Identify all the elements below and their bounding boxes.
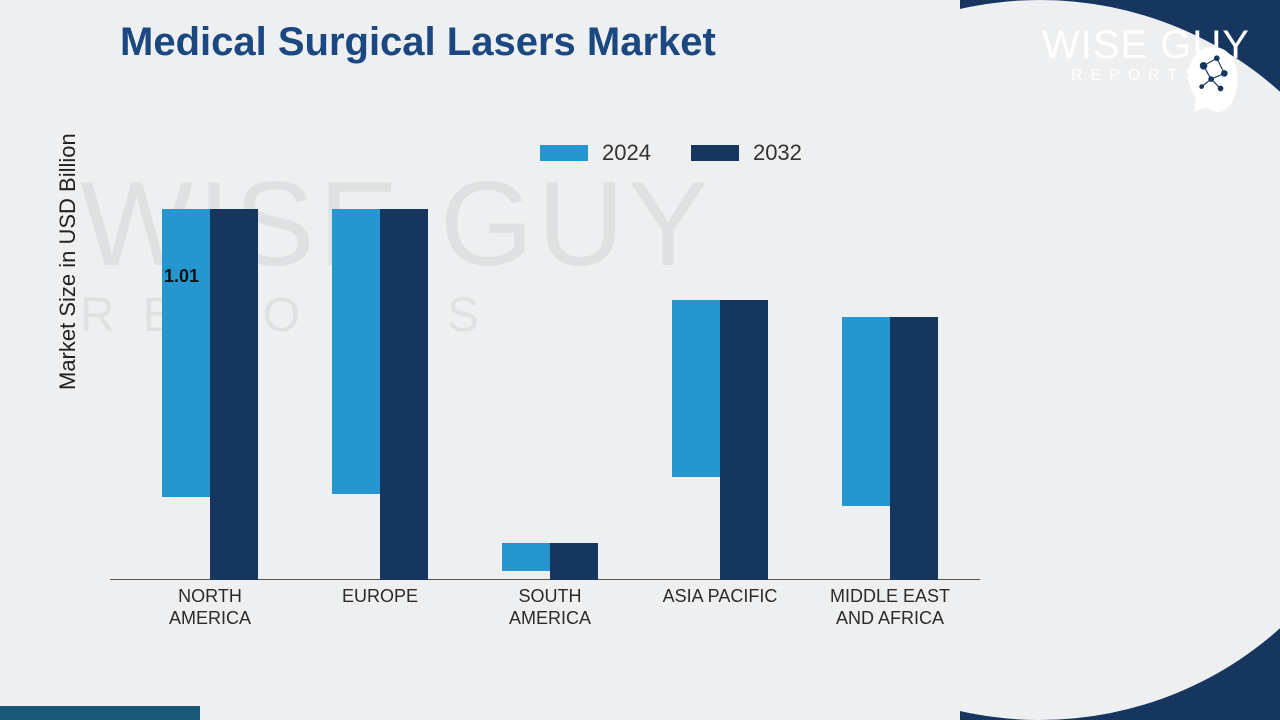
bar-2024 (502, 543, 550, 572)
bar-2032 (380, 209, 428, 580)
bar-group (660, 300, 780, 580)
brand-logo: WISE GUY REPORTS (990, 25, 1250, 85)
legend-swatch-2024 (540, 145, 588, 161)
chart-plot-area: 1.01 (110, 180, 980, 580)
footer-accent-bar (0, 706, 200, 720)
bar-group (490, 543, 610, 580)
category-label: NORTH AMERICA (140, 586, 280, 629)
category-label: MIDDLE EAST AND AFRICA (820, 586, 960, 629)
category-label: SOUTH AMERICA (480, 586, 620, 629)
legend-swatch-2032 (691, 145, 739, 161)
legend-item-2024: 2024 (540, 140, 651, 166)
bar-2032 (890, 317, 938, 580)
legend-item-2032: 2032 (691, 140, 802, 166)
bar-2024 (672, 300, 720, 477)
category-label: EUROPE (310, 586, 450, 608)
y-axis-label: Market Size in USD Billion (55, 133, 81, 390)
legend-label-2032: 2032 (753, 140, 802, 166)
bar-2024 (842, 317, 890, 506)
category-label: ASIA PACIFIC (650, 586, 790, 608)
bar-2024 (332, 209, 380, 495)
bar-value-label: 1.01 (164, 266, 199, 287)
x-axis-labels: NORTH AMERICA EUROPE SOUTH AMERICA ASIA PAC… (110, 586, 980, 706)
bar-group (830, 317, 950, 580)
bar-group (320, 209, 440, 580)
legend-label-2024: 2024 (602, 140, 651, 166)
bar-group (150, 209, 270, 580)
chart-title: Medical Surgical Lasers Market (120, 20, 716, 65)
legend: 2024 2032 (540, 140, 802, 166)
brand-logo-line2: REPORTS (990, 67, 1204, 85)
bar-2032 (550, 543, 598, 580)
bar-2032 (720, 300, 768, 580)
bar-2032 (210, 209, 258, 580)
profile-head-icon (1184, 45, 1242, 115)
bar-2024 (162, 209, 210, 498)
